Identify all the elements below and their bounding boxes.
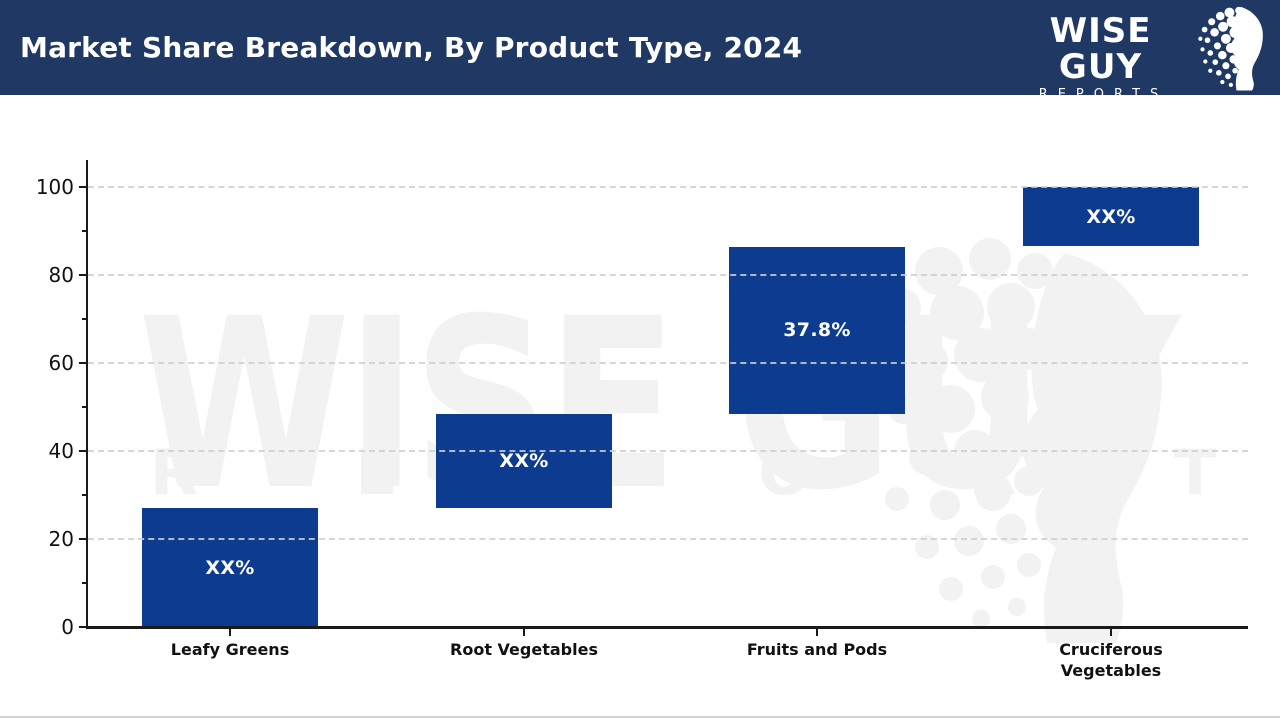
y-tick-label: 100 [35,175,74,199]
x-category-label: Leafy Greens [170,640,290,659]
y-minor-tick [82,494,86,496]
x-tick [229,629,231,636]
bar-value-label: XX% [499,449,549,472]
logo-reports-label: REPORTS [1038,87,1169,103]
wiseguy-logo: WISE GUY REPORTS [1007,0,1272,102]
y-tick [79,538,86,540]
y-tick [79,362,86,364]
x-category-label: Cruciferous Vegetables [1059,640,1163,680]
gridline [88,362,1248,364]
y-tick [79,274,86,276]
bar-value-label: XX% [205,556,255,579]
header: Market Share Breakdown, By Product Type,… [0,0,1280,102]
y-minor-tick [82,406,86,408]
y-axis-line [86,160,88,629]
page-title: Market Share Breakdown, By Product Type,… [20,31,803,64]
y-minor-tick [82,230,86,232]
y-minor-tick [82,318,86,320]
gridline [88,450,1248,452]
logo-wiseguy-label: WISE GUY [1049,11,1152,87]
bar: XX% [1023,187,1199,247]
gridline [88,538,1248,540]
wiseguy-face-icon [1198,6,1263,91]
bar: 37.8% [729,247,905,414]
y-minor-tick [82,582,86,584]
wiseguy-logo-text: WISE GUY REPORTS [1007,11,1194,103]
x-tick [1110,629,1112,636]
y-tick [79,186,86,188]
x-tick [523,629,525,636]
y-tick [79,450,86,452]
y-tick-label: 60 [48,351,74,375]
x-category-label: Root Vegetables [450,640,598,659]
bottom-rule [0,716,1280,718]
x-tick [816,629,818,636]
x-axis-line [86,626,1248,629]
y-tick-label: 40 [48,439,74,463]
gridline [88,186,1248,188]
bar: XX% [436,413,612,509]
y-tick-label: 80 [48,263,74,287]
bar: XX% [142,508,318,627]
y-tick-label: 0 [61,615,74,639]
x-category-label: Fruits and Pods [746,640,888,659]
gridline [88,274,1248,276]
y-tick [79,626,86,628]
bar-value-label: XX% [1086,205,1136,228]
y-tick-label: 20 [48,527,74,551]
bar-value-label: 37.8% [783,319,851,342]
